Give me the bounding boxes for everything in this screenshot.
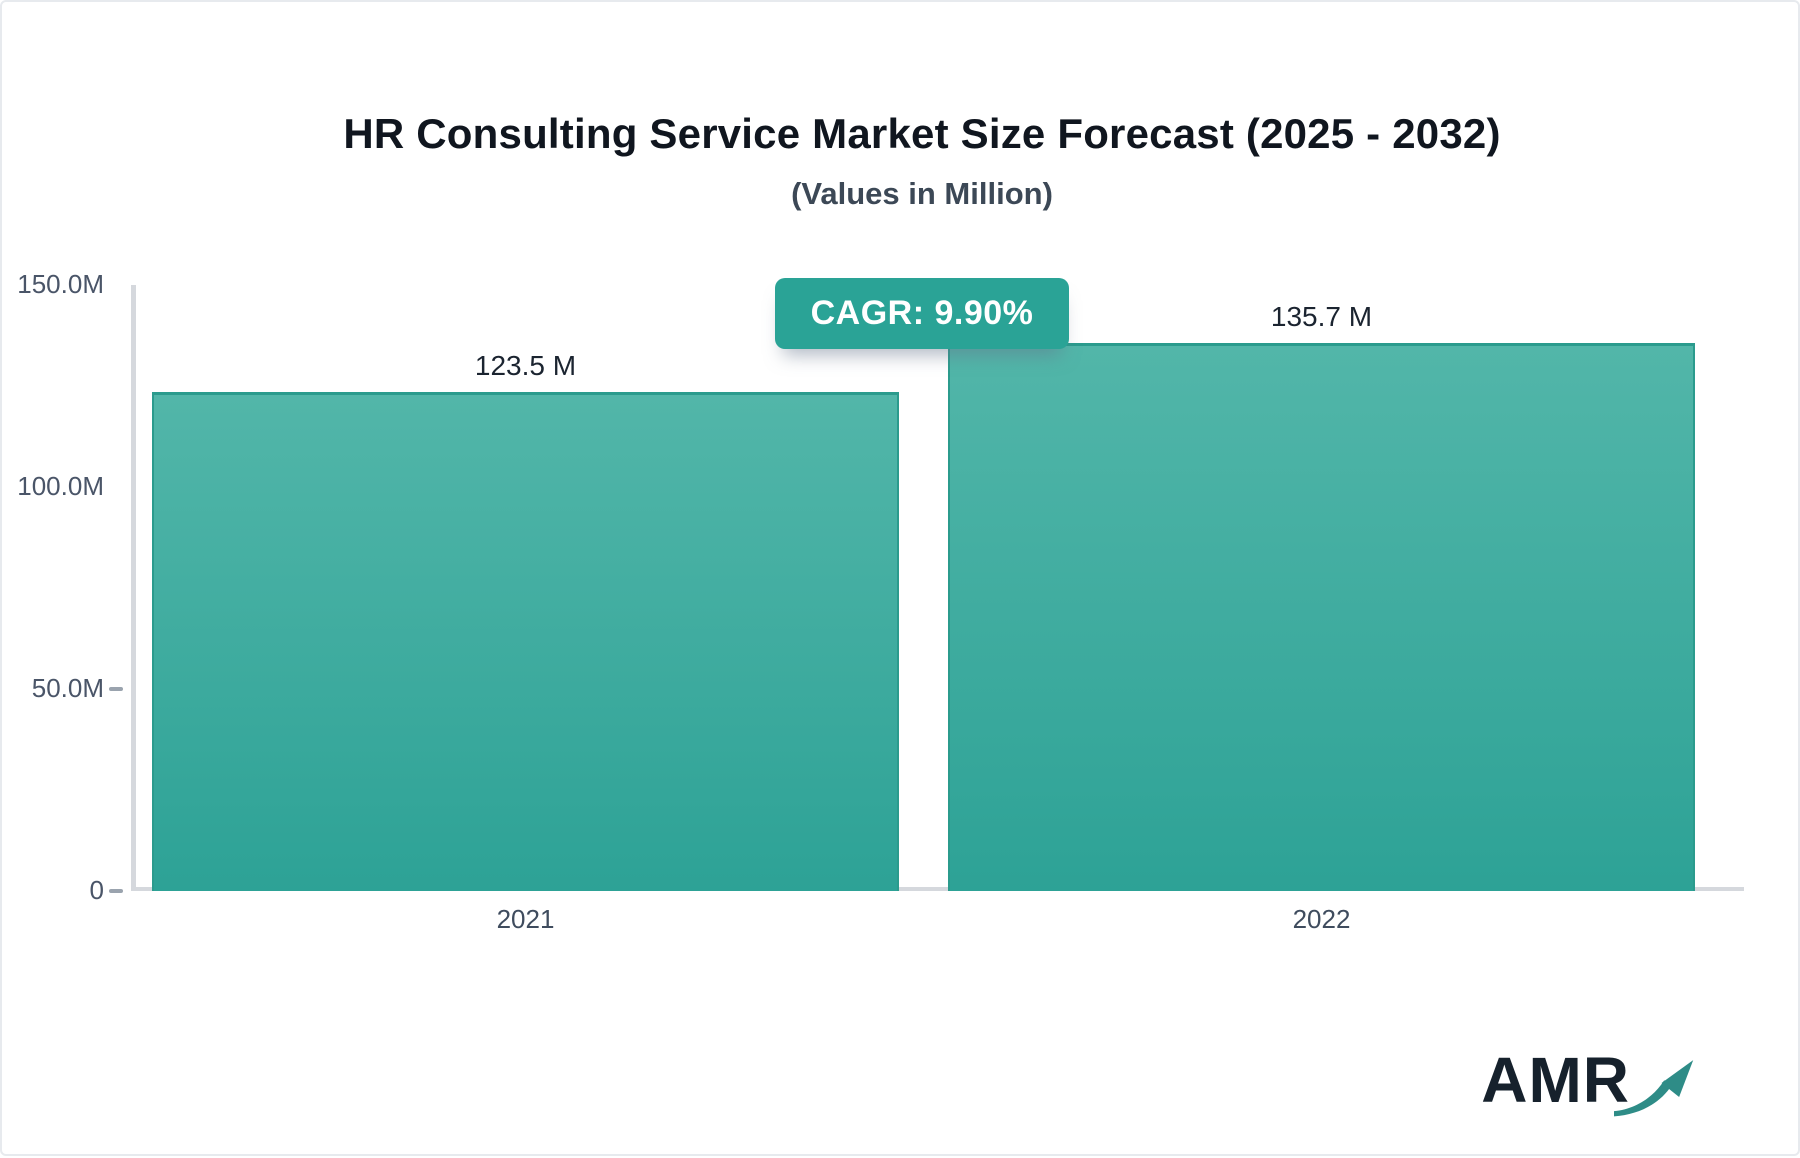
y-axis-tick-mark: [109, 687, 123, 691]
bar-group: 135.7 M 2022: [948, 2, 1695, 1158]
amr-logo-text: AMR: [1481, 1044, 1630, 1116]
y-axis-tick-label: 0: [89, 875, 104, 905]
y-axis-tick-label: 150.0M: [17, 269, 104, 299]
x-axis-category-label: 2021: [496, 904, 555, 934]
bar[interactable]: [948, 342, 1695, 891]
bar-group: 123.5 M 2021: [152, 2, 899, 1158]
bar-value-label: 135.7 M: [1270, 300, 1373, 332]
y-axis-line: [131, 285, 136, 891]
x-axis-line: [131, 887, 1744, 891]
trend-arrow-icon: [1614, 1060, 1694, 1117]
cagr-badge-label: CAGR: 9.90%: [810, 294, 1034, 332]
y-axis-tick-mark: [109, 889, 123, 893]
bar-value-label: 123.5 M: [474, 350, 577, 382]
y-axis-tick-label: 50.0M: [31, 673, 104, 703]
chart-subtitle: (Values in Million): [791, 176, 1053, 211]
chart-header: HR Consulting Service Market Size Foreca…: [42, 2, 1800, 349]
cagr-badge: CAGR: 9.90%: [774, 278, 1070, 349]
chart-title: HR Consulting Service Market Size Foreca…: [343, 110, 1501, 157]
amr-logo: AMR: [1481, 1044, 1702, 1117]
bar[interactable]: [152, 392, 899, 891]
x-axis-category-label: 2022: [1292, 904, 1351, 934]
y-axis-tick-label: 100.0M: [17, 471, 104, 501]
